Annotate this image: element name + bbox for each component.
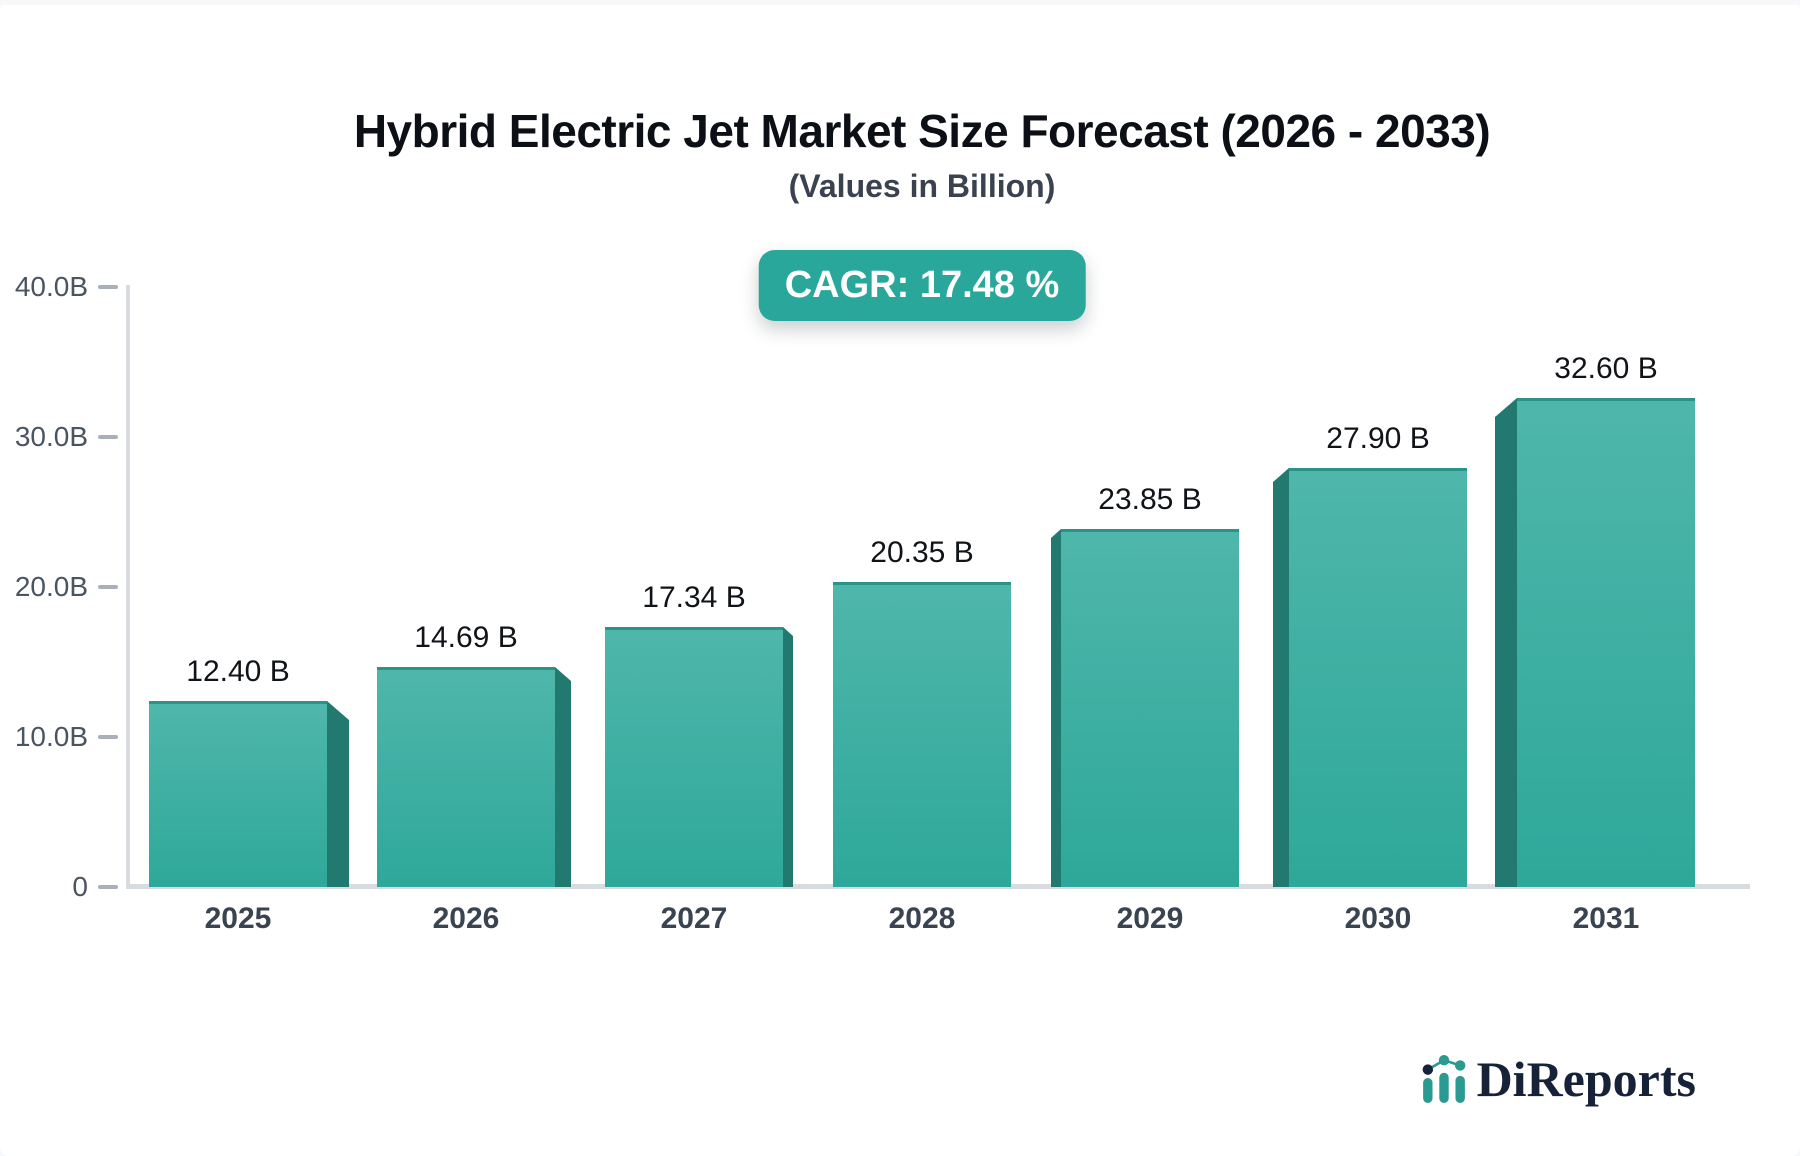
bar-3d-side-2030 — [1273, 468, 1289, 887]
bar-3d-side-2026 — [555, 667, 571, 887]
x-axis-label-2027: 2027 — [660, 902, 728, 935]
mini-bar-chart-icon — [1422, 1055, 1465, 1103]
bar-2025 — [149, 701, 327, 887]
bar-3d-side-2027 — [783, 627, 793, 887]
bar-value-label: 12.40 B — [186, 655, 290, 688]
y-axis-line — [126, 285, 130, 889]
y-tick-dash — [98, 735, 118, 739]
bar-2030 — [1289, 468, 1467, 887]
y-tick-dash — [98, 435, 118, 439]
bar-value-label: 14.69 B — [414, 621, 518, 654]
x-axis-label-2026: 2026 — [432, 902, 500, 935]
bar-value-label: 23.85 B — [1098, 483, 1202, 516]
y-tick-label: 0 — [72, 871, 88, 902]
y-tick-label: 10.0B — [14, 721, 88, 752]
bar-2028 — [833, 582, 1011, 887]
x-axis-label-2031: 2031 — [1572, 902, 1640, 935]
page-top-strip — [0, 0, 1800, 5]
bar-3d-side-2025 — [327, 701, 349, 887]
bar-value-label: 20.35 B — [870, 536, 974, 569]
bar-2031 — [1517, 398, 1695, 887]
chart-title: Hybrid Electric Jet Market Size Forecast… — [353, 105, 1491, 157]
y-tick-label: 40.0B — [14, 271, 88, 302]
bar-3d-side-2031 — [1495, 398, 1517, 887]
y-tick-dash — [98, 885, 118, 889]
logo: DiReports — [1421, 1054, 1696, 1104]
logo-text: DiReports — [1476, 1051, 1696, 1107]
y-tick-dash — [98, 285, 118, 289]
chart-subtitle: (Values in Billion) — [788, 168, 1056, 204]
y-tick-label: 30.0B — [14, 421, 88, 452]
bar-value-label: 27.90 B — [1326, 422, 1430, 455]
x-axis-label-2025: 2025 — [204, 902, 272, 935]
cagr-badge: CAGR: 17.48 % — [758, 250, 1086, 321]
y-tick-label: 20.0B — [14, 571, 88, 602]
y-tick-dash — [98, 585, 118, 589]
bar-2029 — [1061, 529, 1239, 887]
x-axis-label-2030: 2030 — [1344, 902, 1412, 935]
bar-2026 — [377, 667, 555, 887]
bar-3d-side-2029 — [1051, 529, 1061, 887]
x-axis-label-2029: 2029 — [1116, 902, 1184, 935]
bar-2027 — [605, 627, 783, 887]
bar-value-label: 32.60 B — [1554, 352, 1658, 385]
bar-value-label: 17.34 B — [642, 581, 746, 614]
x-axis-label-2028: 2028 — [888, 902, 956, 935]
